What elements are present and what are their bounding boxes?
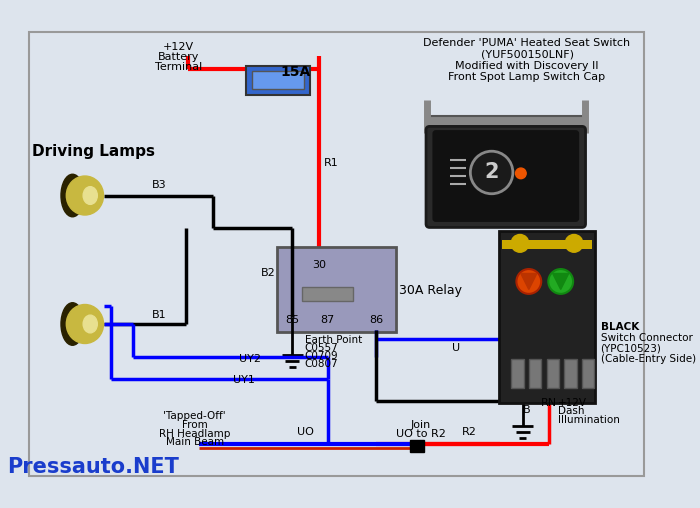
FancyBboxPatch shape bbox=[582, 360, 594, 388]
FancyBboxPatch shape bbox=[547, 360, 559, 388]
Text: (Cable-Entry Side): (Cable-Entry Side) bbox=[601, 354, 696, 364]
Text: (YUF500150LNF): (YUF500150LNF) bbox=[480, 49, 573, 59]
Text: R2: R2 bbox=[462, 427, 477, 437]
Text: R1: R1 bbox=[324, 158, 339, 168]
FancyBboxPatch shape bbox=[253, 72, 304, 89]
Text: Terminal: Terminal bbox=[155, 62, 202, 72]
Text: Switch Connector: Switch Connector bbox=[601, 333, 692, 343]
Text: 86: 86 bbox=[370, 314, 384, 325]
FancyBboxPatch shape bbox=[426, 126, 585, 228]
FancyBboxPatch shape bbox=[410, 440, 424, 453]
Text: Pressauto.NET: Pressauto.NET bbox=[7, 457, 178, 477]
Ellipse shape bbox=[83, 186, 97, 204]
Circle shape bbox=[470, 151, 513, 194]
Text: +12V: +12V bbox=[558, 398, 587, 407]
Text: Modified with Discovery II: Modified with Discovery II bbox=[455, 61, 598, 71]
Text: C0807: C0807 bbox=[304, 360, 338, 369]
FancyBboxPatch shape bbox=[502, 240, 592, 249]
Text: 2: 2 bbox=[484, 163, 499, 182]
Ellipse shape bbox=[61, 174, 84, 217]
Text: Dash: Dash bbox=[558, 406, 584, 417]
Circle shape bbox=[515, 168, 526, 179]
Text: B2: B2 bbox=[260, 269, 275, 278]
FancyBboxPatch shape bbox=[277, 247, 396, 332]
Polygon shape bbox=[553, 273, 568, 290]
Ellipse shape bbox=[61, 303, 84, 345]
Text: B: B bbox=[523, 405, 531, 416]
Text: Battery: Battery bbox=[158, 52, 200, 62]
Text: UY1: UY1 bbox=[232, 375, 255, 386]
Text: UO to R2: UO to R2 bbox=[395, 429, 446, 438]
FancyBboxPatch shape bbox=[564, 360, 577, 388]
Text: 85: 85 bbox=[285, 314, 300, 325]
Ellipse shape bbox=[66, 304, 104, 343]
Text: C0709: C0709 bbox=[304, 352, 338, 361]
Text: Illumination: Illumination bbox=[558, 415, 620, 425]
Circle shape bbox=[565, 235, 583, 252]
Text: U: U bbox=[452, 342, 460, 353]
Text: B1: B1 bbox=[152, 310, 167, 320]
Ellipse shape bbox=[66, 176, 104, 215]
Text: From: From bbox=[182, 420, 208, 430]
Text: C0557: C0557 bbox=[304, 343, 338, 354]
FancyBboxPatch shape bbox=[511, 360, 524, 388]
Text: (YPC10523): (YPC10523) bbox=[601, 343, 662, 354]
FancyBboxPatch shape bbox=[433, 131, 578, 221]
Text: UY2: UY2 bbox=[239, 354, 261, 364]
Polygon shape bbox=[521, 273, 537, 290]
Text: 30A Relay: 30A Relay bbox=[400, 284, 463, 297]
FancyBboxPatch shape bbox=[302, 287, 354, 301]
Text: 'Tapped-Off': 'Tapped-Off' bbox=[164, 411, 226, 421]
Text: Main Beam: Main Beam bbox=[166, 437, 224, 448]
Text: B3: B3 bbox=[152, 180, 167, 190]
Text: BLACK: BLACK bbox=[601, 322, 639, 332]
Ellipse shape bbox=[83, 315, 97, 333]
Text: Earth Point: Earth Point bbox=[304, 335, 362, 345]
Text: 87: 87 bbox=[321, 314, 335, 325]
FancyBboxPatch shape bbox=[29, 31, 644, 477]
FancyBboxPatch shape bbox=[246, 66, 310, 94]
FancyBboxPatch shape bbox=[528, 360, 541, 388]
Text: RH Headlamp: RH Headlamp bbox=[159, 429, 230, 438]
FancyBboxPatch shape bbox=[498, 231, 595, 403]
Circle shape bbox=[517, 269, 541, 294]
Circle shape bbox=[548, 269, 573, 294]
Text: 15A: 15A bbox=[281, 65, 311, 79]
Text: Driving Lamps: Driving Lamps bbox=[32, 144, 155, 159]
Text: 30: 30 bbox=[312, 260, 326, 270]
Text: Join: Join bbox=[411, 420, 430, 430]
Text: UO: UO bbox=[297, 427, 314, 437]
Text: RN: RN bbox=[541, 398, 557, 408]
Text: +12V: +12V bbox=[163, 42, 195, 52]
FancyBboxPatch shape bbox=[427, 116, 584, 134]
Circle shape bbox=[511, 235, 528, 252]
Text: Front Spot Lamp Switch Cap: Front Spot Lamp Switch Cap bbox=[449, 72, 606, 82]
Text: Defender 'PUMA' Heated Seat Switch: Defender 'PUMA' Heated Seat Switch bbox=[424, 38, 631, 48]
